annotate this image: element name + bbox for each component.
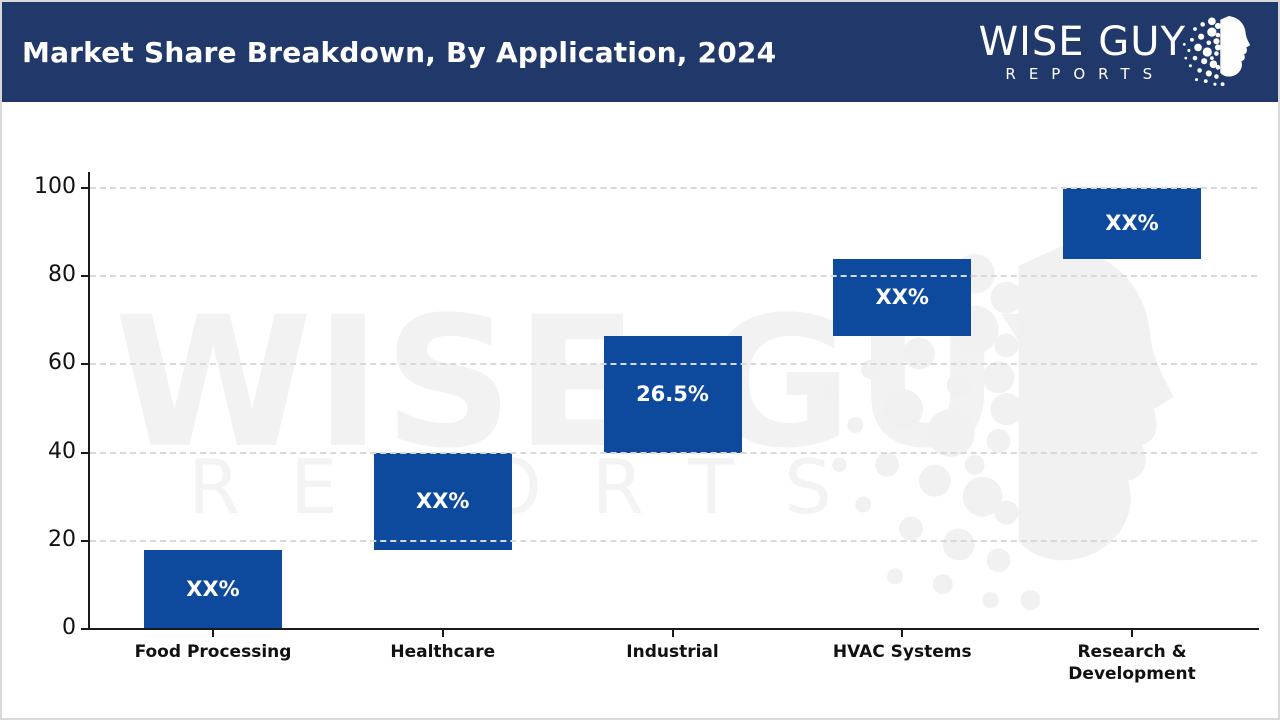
bar-industrial: 26.5% bbox=[603, 335, 742, 453]
bar-value-label: XX% bbox=[875, 285, 929, 310]
x-axis-line bbox=[88, 628, 1259, 630]
wiseguy-face-icon bbox=[1182, 15, 1251, 87]
logo-brand-sub: REPORTS bbox=[1005, 65, 1166, 83]
gridline-20 bbox=[90, 539, 1257, 542]
y-axis-line bbox=[88, 172, 90, 630]
x-category-label-hvac-systems: HVAC Systems bbox=[832, 642, 972, 662]
x-category-label-industrial: Industrial bbox=[626, 642, 719, 662]
y-tick-label-40: 40 bbox=[48, 438, 76, 464]
wiseguy-logo-text: WISE GUY REPORTS bbox=[979, 22, 1186, 82]
bar-healthcare: XX% bbox=[373, 452, 512, 550]
y-tick-label-0: 0 bbox=[62, 615, 76, 640]
gridline-100 bbox=[90, 187, 1257, 189]
bar-value-label: XX% bbox=[416, 489, 470, 514]
y-tick-mark-100 bbox=[81, 187, 89, 189]
x-tick-mark-healthcare bbox=[441, 630, 444, 637]
y-tick-mark-60 bbox=[81, 363, 89, 366]
bar-research-development: XX% bbox=[1063, 188, 1201, 259]
y-tick-label-80: 80 bbox=[48, 262, 76, 288]
x-category-label-research-development: Research & Development bbox=[1068, 642, 1196, 685]
bar-food-processing: XX% bbox=[144, 549, 282, 629]
y-tick-label-20: 20 bbox=[48, 526, 76, 552]
x-category-label-healthcare: Healthcare bbox=[390, 642, 496, 662]
bar-value-label: XX% bbox=[186, 577, 240, 602]
y-tick-mark-20 bbox=[81, 539, 89, 542]
gridline-80 bbox=[90, 275, 1257, 278]
x-tick-mark-research-development bbox=[1131, 630, 1133, 637]
y-tick-label-100: 100 bbox=[34, 174, 76, 199]
wiseguy-logo: WISE GUY REPORTS bbox=[979, 10, 1264, 94]
bar-value-label: 26.5% bbox=[636, 382, 709, 407]
x-tick-mark-hvac-systems bbox=[901, 630, 904, 637]
gridline-40 bbox=[90, 451, 1257, 454]
bar-value-label: XX% bbox=[1105, 211, 1159, 236]
logo-brand-name: WISE GUY bbox=[978, 19, 1186, 65]
x-tick-mark-food-processing bbox=[212, 630, 214, 637]
y-tick-mark-40 bbox=[81, 451, 89, 454]
chart-title: Market Share Breakdown, By Application, … bbox=[22, 35, 777, 69]
x-tick-mark-industrial bbox=[671, 630, 674, 637]
y-tick-mark-80 bbox=[81, 275, 89, 278]
y-tick-label-60: 60 bbox=[48, 350, 76, 376]
x-category-label-food-processing: Food Processing bbox=[134, 642, 292, 662]
y-tick-mark-0 bbox=[81, 628, 89, 630]
gridline-60 bbox=[90, 363, 1257, 366]
bar-hvac-systems: XX% bbox=[833, 258, 972, 336]
header-bar: Market Share Breakdown, By Application, … bbox=[2, 2, 1278, 102]
